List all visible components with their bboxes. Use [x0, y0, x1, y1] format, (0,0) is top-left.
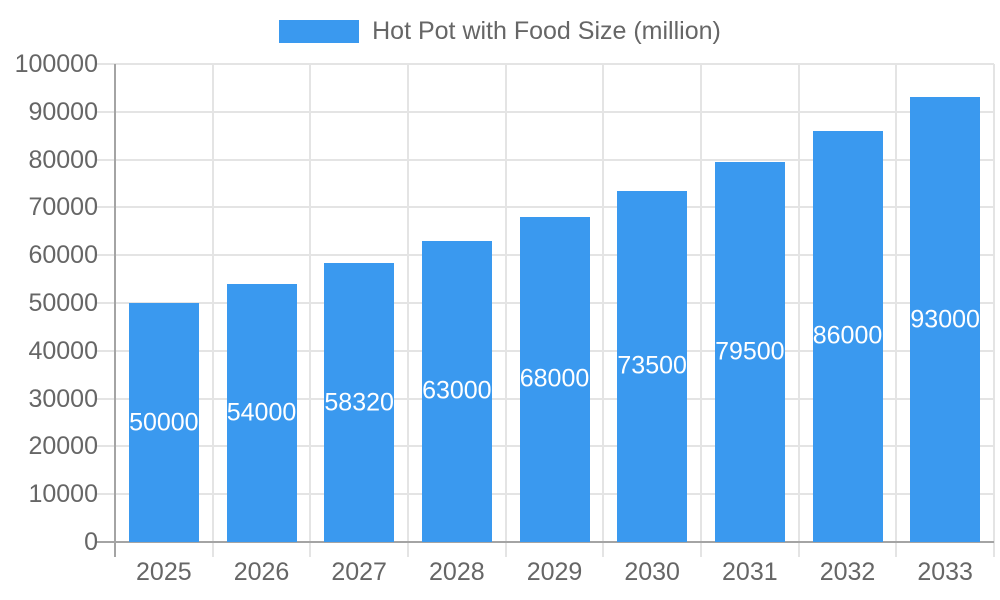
bar-value-label: 58320 [324, 388, 394, 417]
x-gridline [211, 64, 214, 557]
bar-value-label: 63000 [422, 376, 492, 405]
bar[interactable]: 79500 [714, 161, 785, 542]
x-axis-tick-label: 2030 [624, 558, 680, 586]
y-axis-tick-label: 20000 [28, 432, 98, 461]
y-gridline [95, 110, 994, 113]
y-axis-tick-label: 30000 [28, 384, 98, 413]
bar-value-label: 50000 [129, 408, 199, 436]
bar-value-label: 86000 [812, 321, 883, 350]
bar[interactable]: 73500 [617, 190, 688, 542]
x-gridline [504, 64, 507, 557]
bar[interactable]: 93000 [910, 97, 981, 542]
y-axis-tick-label: 70000 [28, 193, 98, 222]
bar[interactable]: 50000 [128, 303, 199, 542]
x-axis-tick-label: 2026 [233, 558, 290, 586]
x-axis-tick-label: 2029 [526, 558, 583, 586]
legend-swatch [279, 19, 360, 43]
y-axis-tick-label: 60000 [28, 241, 98, 270]
x-axis-tick-label: 2025 [136, 558, 192, 586]
y-axis-tick-label: 0 [84, 528, 98, 556]
y-axis-tick-label: 10000 [28, 480, 98, 509]
legend-item[interactable]: Hot Pot with Food Size (million) [0, 16, 1000, 46]
y-gridline [95, 206, 994, 209]
y-gridline [95, 63, 994, 65]
x-axis-tick-label: 2027 [331, 558, 387, 586]
x-gridline [602, 64, 605, 557]
y-axis-tick-label: 40000 [28, 336, 98, 365]
x-gridline [407, 64, 409, 557]
bar-value-label: 73500 [617, 351, 687, 380]
x-axis-tick-label: 2033 [917, 558, 973, 586]
bar-value-label: 93000 [910, 305, 980, 334]
x-axis-tick-label: 2032 [819, 558, 876, 586]
y-axis-tick-label: 50000 [28, 289, 98, 317]
bar[interactable]: 54000 [226, 283, 297, 542]
bar-value-label: 54000 [226, 398, 297, 427]
y-gridline [95, 158, 994, 161]
bar[interactable]: 63000 [421, 240, 492, 542]
y-axis-tick-label: 80000 [28, 145, 98, 174]
x-gridline [993, 64, 995, 557]
x-axis-tick-label: 2028 [429, 558, 485, 586]
x-gridline [895, 64, 898, 557]
y-axis-tick-label: 90000 [28, 97, 98, 126]
bar[interactable]: 58320 [324, 263, 395, 542]
bar-value-label: 79500 [715, 337, 785, 366]
y-axis-line [114, 64, 116, 557]
x-gridline [309, 64, 312, 557]
y-axis-tick-label: 100000 [14, 50, 98, 78]
bar-value-label: 68000 [519, 364, 590, 393]
x-axis-tick-label: 2031 [722, 558, 778, 586]
x-gridline [797, 64, 800, 557]
bar[interactable]: 86000 [812, 130, 883, 542]
x-axis-line [95, 541, 994, 543]
bar[interactable]: 68000 [519, 216, 590, 542]
x-gridline [700, 64, 702, 557]
legend-label: Hot Pot with Food Size (million) [372, 16, 721, 45]
